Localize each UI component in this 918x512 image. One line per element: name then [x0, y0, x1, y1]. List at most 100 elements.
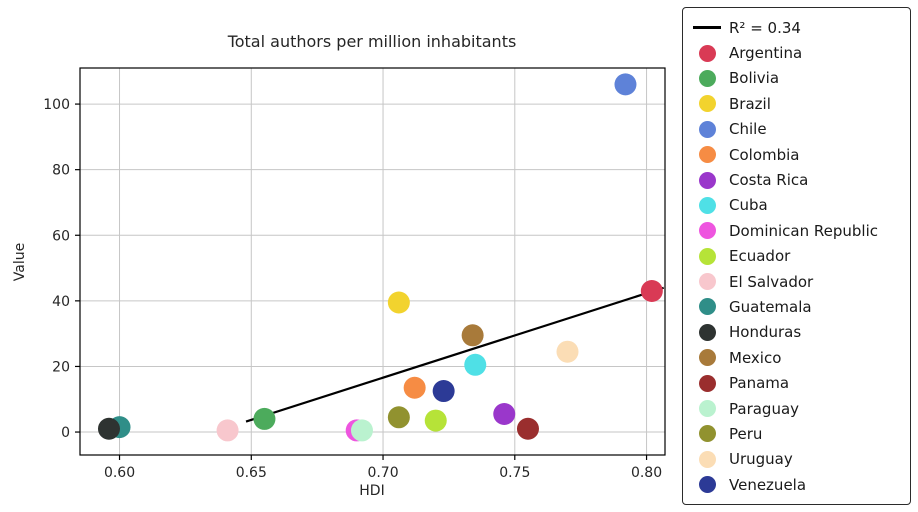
legend-item-honduras-label: Honduras [729, 323, 802, 342]
legend-item-venezuela-marker-box [692, 476, 722, 494]
legend: R² = 0.34 Argentina Bolivia Brazil Chile Colo… [682, 7, 911, 505]
legend-item-costa-rica-label: Costa Rica [729, 171, 809, 190]
legend-item-chile-label: Chile [729, 120, 767, 139]
swatch-chile [698, 120, 716, 138]
legend-item-ecuador: Ecuador [692, 244, 902, 269]
chart-title: Total authors per million inhabitants [227, 32, 517, 51]
legend-item-costa-rica: Costa Rica [692, 167, 902, 192]
legend-item-paraguay-label: Paraguay [729, 399, 800, 418]
swatch-paraguay [698, 400, 716, 418]
swatch-el-salvador [698, 273, 716, 291]
point-ecuador [424, 409, 447, 432]
regression-line-swatch [693, 26, 721, 29]
legend-item-uruguay: Uruguay [692, 447, 902, 472]
swatch-mexico [698, 349, 716, 367]
legend-item-argentina: Argentina [692, 40, 902, 65]
legend-item-dominican-republic-marker-box [692, 222, 722, 240]
legend-item-el-salvador-label: El Salvador [729, 272, 814, 291]
swatch-cuba [698, 196, 716, 214]
point-panama [516, 417, 539, 440]
legend-item-guatemala: Guatemala [692, 294, 902, 319]
legend-item-bolivia-marker-box [692, 69, 722, 87]
swatch-peru [698, 425, 716, 443]
legend-item-dominican-republic: Dominican Republic [692, 218, 902, 243]
legend-item-cuba-marker-box [692, 196, 722, 214]
legend-item-ecuador-marker-box [692, 247, 722, 265]
legend-item-uruguay-marker-box [692, 450, 722, 468]
x-axis-label: HDI [359, 483, 384, 499]
legend-item-ecuador-label: Ecuador [729, 247, 791, 266]
legend-item-cuba: Cuba [692, 193, 902, 218]
y-tick-label: 60 [52, 228, 70, 244]
swatch-panama [698, 374, 716, 392]
legend-item-r2-marker-box [692, 26, 722, 29]
legend-item-panama-label: Panama [729, 374, 790, 393]
legend-item-honduras-marker-box [692, 323, 722, 341]
point-argentina [640, 280, 663, 303]
swatch-costa-rica [698, 171, 716, 189]
legend-item-honduras: Honduras [692, 320, 902, 345]
legend-item-paraguay-marker-box [692, 400, 722, 418]
legend-item-uruguay-label: Uruguay [729, 450, 793, 469]
x-tick-label: 0.75 [499, 465, 530, 481]
legend-item-dominican-republic-label: Dominican Republic [729, 221, 879, 240]
point-bolivia [253, 407, 276, 430]
y-axis-label: Value [12, 243, 28, 281]
y-tick-label: 20 [52, 359, 70, 375]
legend-item-chile: Chile [692, 117, 902, 142]
legend-item-el-salvador-marker-box [692, 273, 722, 291]
swatch-honduras [698, 323, 716, 341]
y-tick-label: 40 [52, 294, 70, 310]
point-el-salvador [216, 419, 239, 442]
legend-item-argentina-label: Argentina [729, 44, 803, 63]
grid-layer [80, 68, 665, 455]
y-tick-label: 100 [43, 97, 70, 113]
legend-item-chile-marker-box [692, 120, 722, 138]
legend-item-panama-marker-box [692, 374, 722, 392]
point-colombia [403, 376, 426, 399]
legend-item-paraguay: Paraguay [692, 396, 902, 421]
swatch-venezuela [698, 476, 716, 494]
x-tick-label: 0.65 [236, 465, 267, 481]
legend-item-colombia-label: Colombia [729, 145, 800, 164]
x-tick-label: 0.70 [367, 465, 398, 481]
point-cuba [464, 353, 487, 376]
regression-line [245, 286, 665, 423]
legend-item-brazil: Brazil [692, 91, 902, 116]
legend-item-peru-label: Peru [729, 424, 763, 443]
point-brazil [387, 291, 410, 314]
legend-item-mexico-label: Mexico [729, 348, 782, 367]
legend-item-mexico-marker-box [692, 349, 722, 367]
point-venezuela [432, 380, 455, 403]
x-tick-label: 0.60 [104, 465, 135, 481]
legend-item-colombia-marker-box [692, 146, 722, 164]
legend-item-mexico: Mexico [692, 345, 902, 370]
point-uruguay [556, 340, 579, 363]
point-paraguay [350, 419, 373, 442]
legend-item-brazil-marker-box [692, 95, 722, 113]
x-tick-label: 0.80 [631, 465, 662, 481]
legend-item-venezuela-label: Venezuela [729, 475, 807, 494]
legend-item-el-salvador: El Salvador [692, 269, 902, 294]
swatch-bolivia [698, 69, 716, 87]
y-tick-label: 0 [61, 425, 70, 441]
legend-item-guatemala-label: Guatemala [729, 297, 812, 316]
swatch-colombia [698, 146, 716, 164]
swatch-ecuador [698, 247, 716, 265]
point-chile [614, 73, 637, 96]
swatch-brazil [698, 95, 716, 113]
swatch-dominican-republic [698, 222, 716, 240]
axis-layer: 0.60 0.65 0.70 0.75 0.80 0 20 40 60 80 100 [43, 67, 666, 481]
legend-item-panama: Panama [692, 370, 902, 395]
point-mexico [461, 324, 484, 347]
legend-item-cuba-label: Cuba [729, 196, 768, 215]
legend-item-peru-marker-box [692, 425, 722, 443]
plot-border [79, 67, 666, 456]
point-honduras [97, 417, 120, 440]
swatch-guatemala [698, 298, 716, 316]
point-costa-rica [493, 403, 516, 426]
legend-item-peru: Peru [692, 421, 902, 446]
legend-item-venezuela: Venezuela [692, 472, 902, 497]
